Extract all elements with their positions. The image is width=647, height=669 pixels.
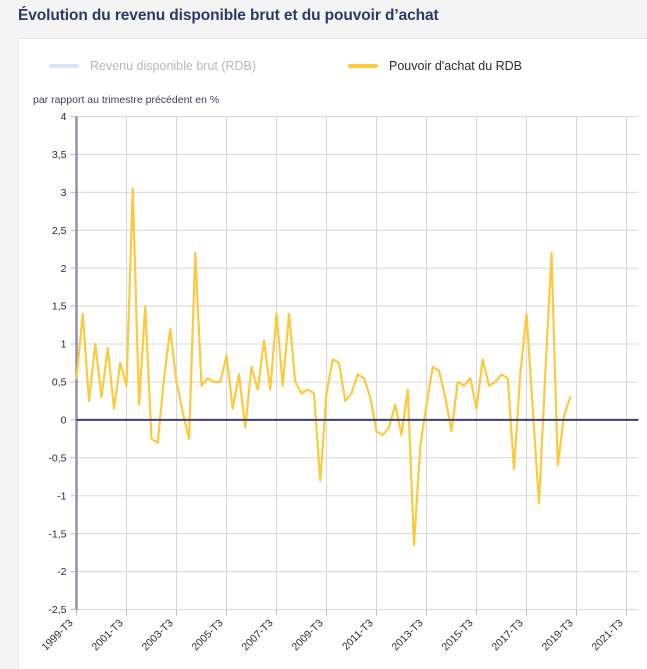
- legend-label-rdb: Revenu disponible brut (RDB): [90, 59, 257, 73]
- legend-item-rdb[interactable]: Revenu disponible brut (RDB): [49, 54, 256, 78]
- legend-swatch-pouvoir-achat: [348, 64, 378, 68]
- page-title: Évolution du revenu disponible brut et d…: [18, 7, 439, 24]
- axis-unit-note: par rapport au trimestre précédent en %: [33, 94, 220, 106]
- chart-legend: Revenu disponible brut (RDB) Pouvoir d'a…: [31, 54, 631, 78]
- chart-card: Revenu disponible brut (RDB) Pouvoir d'a…: [18, 38, 647, 669]
- legend-swatch-rdb: [49, 64, 79, 68]
- legend-label-pouvoir-achat: Pouvoir d'achat du RDB: [389, 59, 523, 73]
- legend-item-pouvoir-achat[interactable]: Pouvoir d'achat du RDB: [348, 54, 522, 78]
